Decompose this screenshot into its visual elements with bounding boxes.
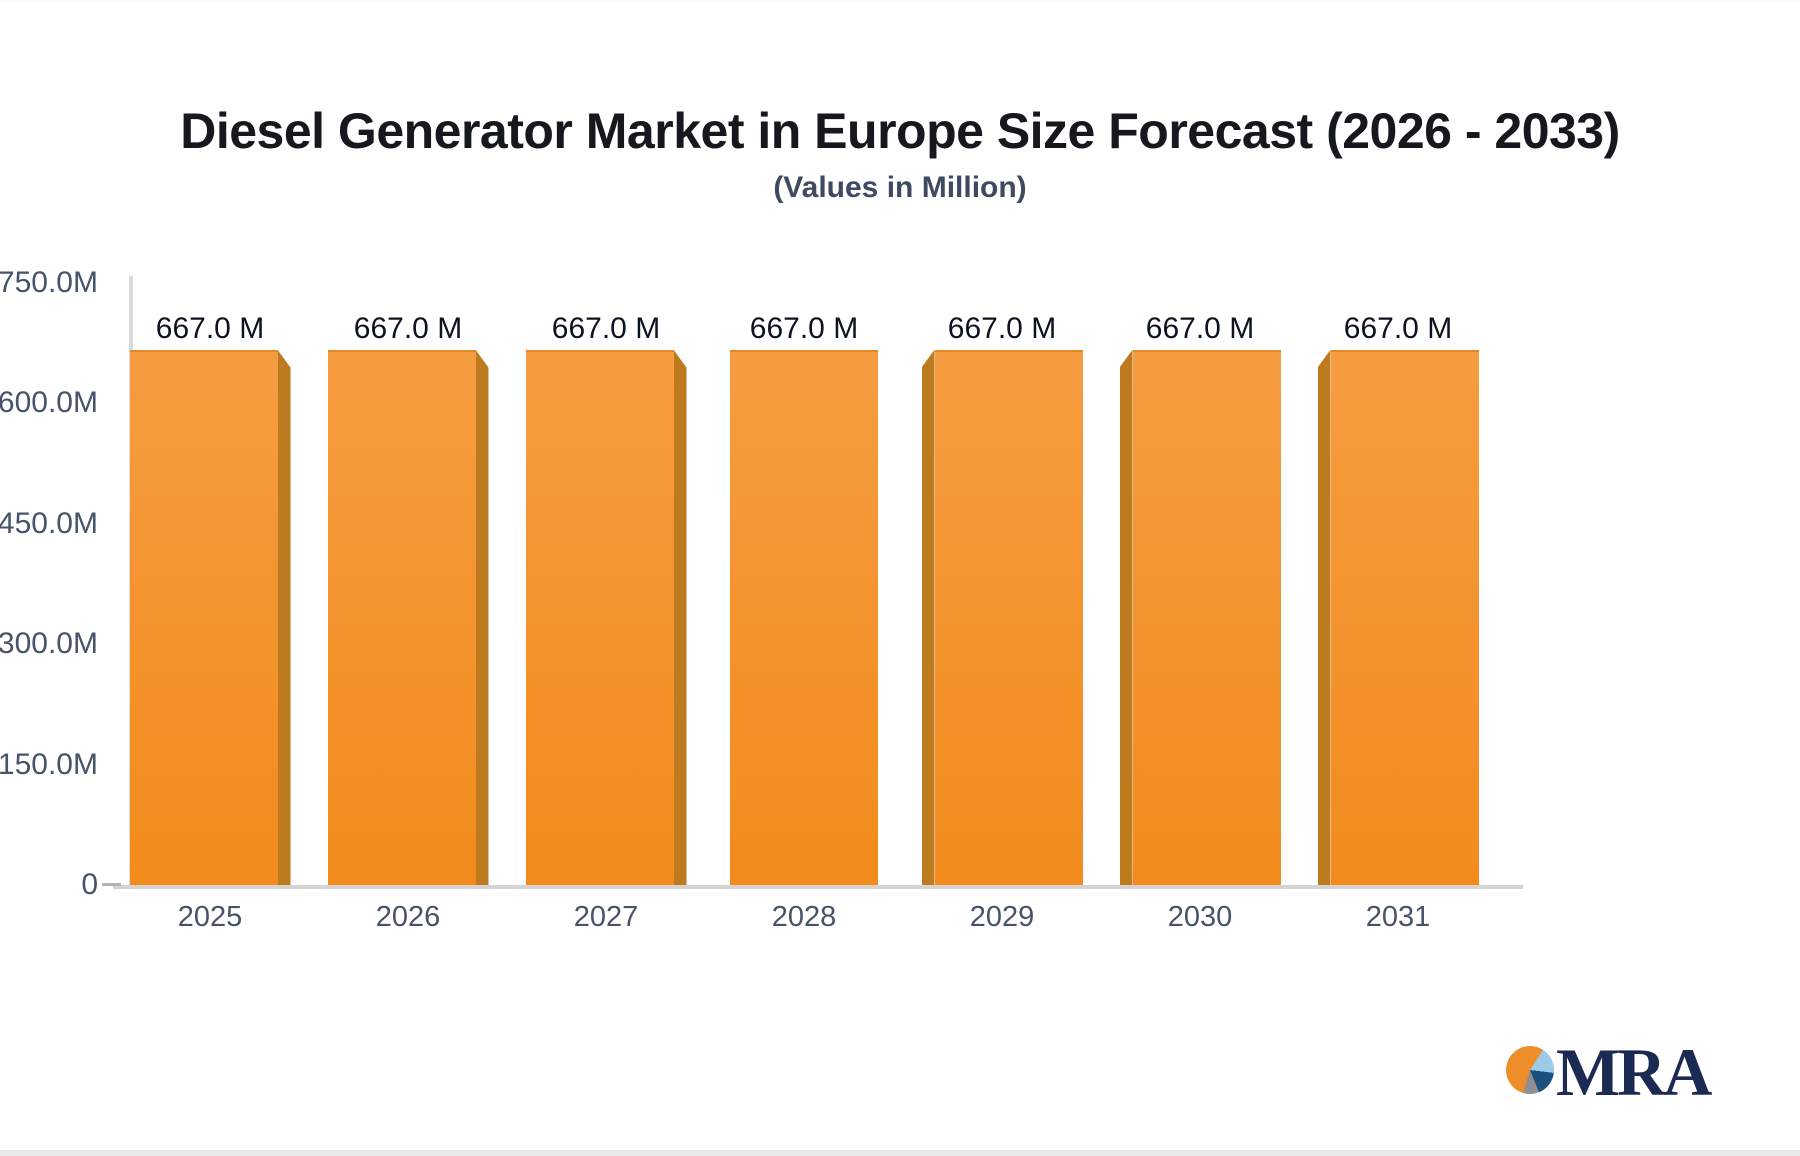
bar-value-label: 667.0 M — [947, 311, 1057, 345]
x-axis-label: 2025 — [177, 901, 243, 933]
bar-side-face — [673, 349, 687, 885]
bar-column-2031[interactable] — [1330, 349, 1479, 885]
y-tick-label: 750.0M — [0, 266, 98, 299]
bar-column-2030[interactable] — [1132, 349, 1281, 885]
x-axis-baseline — [113, 885, 1523, 889]
x-axis-label: 2031 — [1365, 901, 1431, 933]
bar-side-face — [1119, 349, 1133, 885]
bar-side-face — [1317, 349, 1331, 885]
bar-column-2028[interactable] — [730, 349, 878, 885]
y-tick-label: 600.0M — [0, 386, 98, 420]
mra-logo[interactable]: MRA — [1500, 1032, 1720, 1110]
bar-side-face — [277, 349, 291, 885]
y-tick-label: 450.0M — [0, 506, 98, 540]
mra-pie-icon — [1506, 1046, 1554, 1094]
zero-tick-dash — [102, 883, 121, 886]
bar-value-label: 667.0 M — [1343, 311, 1453, 345]
mra-logo-text: MRA — [1556, 1034, 1712, 1110]
x-axis-label: 2028 — [771, 901, 837, 933]
bar-column-2026[interactable] — [327, 349, 476, 885]
viewport-bottom-edge — [0, 1150, 1800, 1156]
chart-subtitle: (Values in Million) — [773, 171, 1027, 204]
y-tick-label: 300.0M — [0, 627, 98, 661]
bar-column-2025[interactable] — [129, 349, 278, 885]
bar-column-2027[interactable] — [525, 349, 674, 885]
y-tick-label: 150.0M — [0, 747, 98, 781]
x-axis-label: 2029 — [969, 901, 1035, 933]
bar-side-face — [475, 349, 489, 885]
y-tick-label: 0 — [81, 868, 98, 901]
viewport-top-edge — [0, 0, 1800, 2]
x-axis-label: 2030 — [1167, 901, 1233, 933]
bar-column-2029[interactable] — [934, 349, 1083, 885]
bar-side-face — [921, 349, 935, 885]
bar-value-label: 667.0 M — [551, 311, 661, 345]
bar-value-label: 667.0 M — [1145, 311, 1255, 345]
chart-title: Diesel Generator Market in Europe Size F… — [180, 103, 1620, 159]
bar-value-label: 667.0 M — [749, 311, 859, 345]
bar-value-label: 667.0 M — [155, 311, 265, 345]
x-axis-label: 2026 — [375, 901, 441, 933]
x-axis-label: 2027 — [573, 901, 639, 933]
bar-value-label: 667.0 M — [353, 311, 463, 345]
